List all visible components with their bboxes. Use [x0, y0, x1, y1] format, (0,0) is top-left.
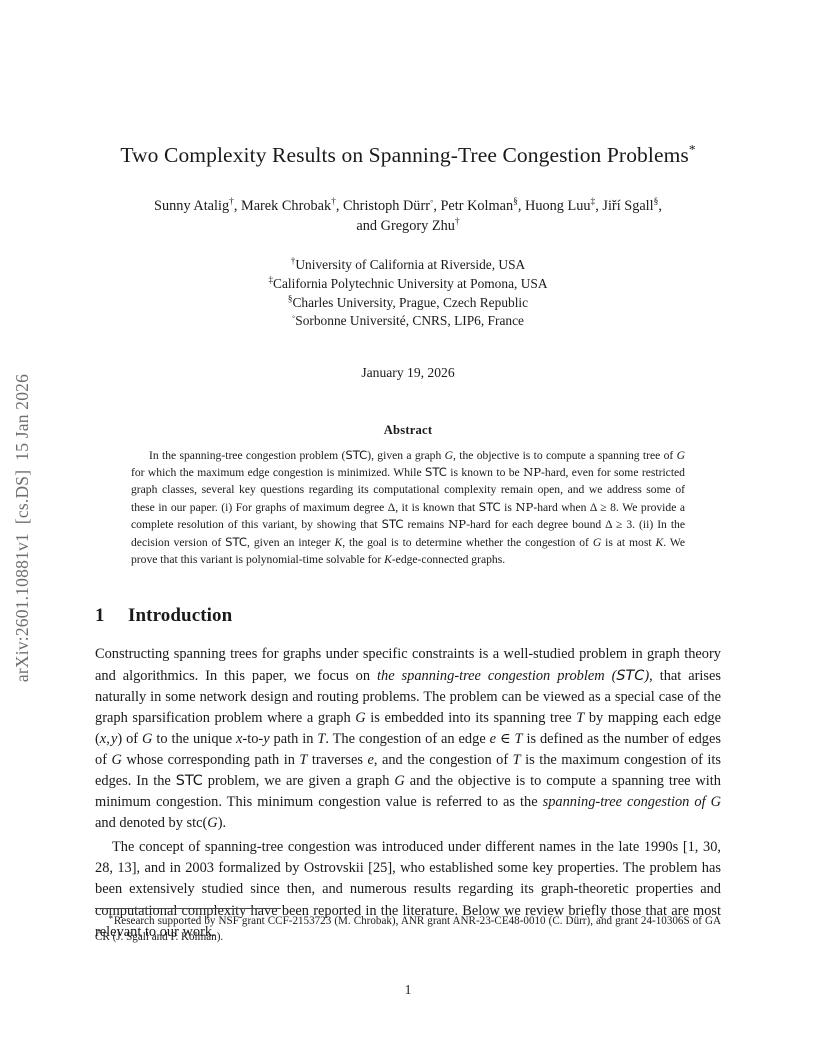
arxiv-stamp-date: 15 Jan 2026 [11, 373, 32, 461]
abstract-text: In the spanning-tree congestion problem … [131, 447, 686, 566]
footnote-text: ∗Research supported by NSF grant CCF-215… [95, 911, 721, 944]
section-heading-introduction: 1 Introduction [95, 568, 721, 627]
page-title-text: Two Complexity Results on Spanning-Tree … [120, 143, 689, 167]
affiliation-item: §Charles University, Prague, Czech Repub… [287, 293, 529, 310]
paragraph-1: Constructing spanning trees for graphs u… [95, 646, 721, 832]
abstract-heading: Abstract [383, 422, 433, 437]
title-footnote-marker: * [688, 141, 696, 157]
affiliation-item: ◦Sorbonne Université, CNRS, LIP6, France [292, 311, 524, 329]
author-line-1: Sunny Atalig†, Marek Chrobak†, Christoph… [154, 197, 662, 214]
publication-date: January 19, 2026 [361, 364, 455, 380]
arxiv-stamp: arXiv:2601.10881v1 [cs.DS] 15 Jan 2026 [0, 0, 44, 1056]
abstract-section: Abstract In the spanning-tree congestion… [131, 381, 685, 569]
author-line-2: and Gregory Zhu† [356, 217, 460, 235]
affiliation-item: †University of California at Riverside, … [290, 255, 526, 273]
section-title: Introduction [128, 605, 233, 627]
section-number: 1 [95, 605, 105, 627]
paragraph-2: The concept of spanning-tree congestion … [95, 839, 721, 940]
arxiv-stamp-category: [cs.DS] [11, 469, 32, 525]
footnote-rule [95, 908, 281, 909]
affiliation-item: ‡California Polytechnic University at Po… [268, 274, 548, 291]
page-title: Two Complexity Results on Spanning-Tree … [95, 0, 721, 169]
page-number: 1 [404, 982, 412, 997]
arxiv-stamp-id: arXiv:2601.10881v1 [11, 533, 32, 683]
paper-page: Two Complexity Results on Spanning-Tree … [95, 0, 721, 1056]
affiliation-list: †University of California at Riverside, … [95, 236, 721, 330]
author-list: Sunny Atalig†, Marek Chrobak†, Christoph… [95, 169, 721, 237]
footnote-area: ∗Research supported by NSF grant CCF-215… [95, 908, 721, 945]
